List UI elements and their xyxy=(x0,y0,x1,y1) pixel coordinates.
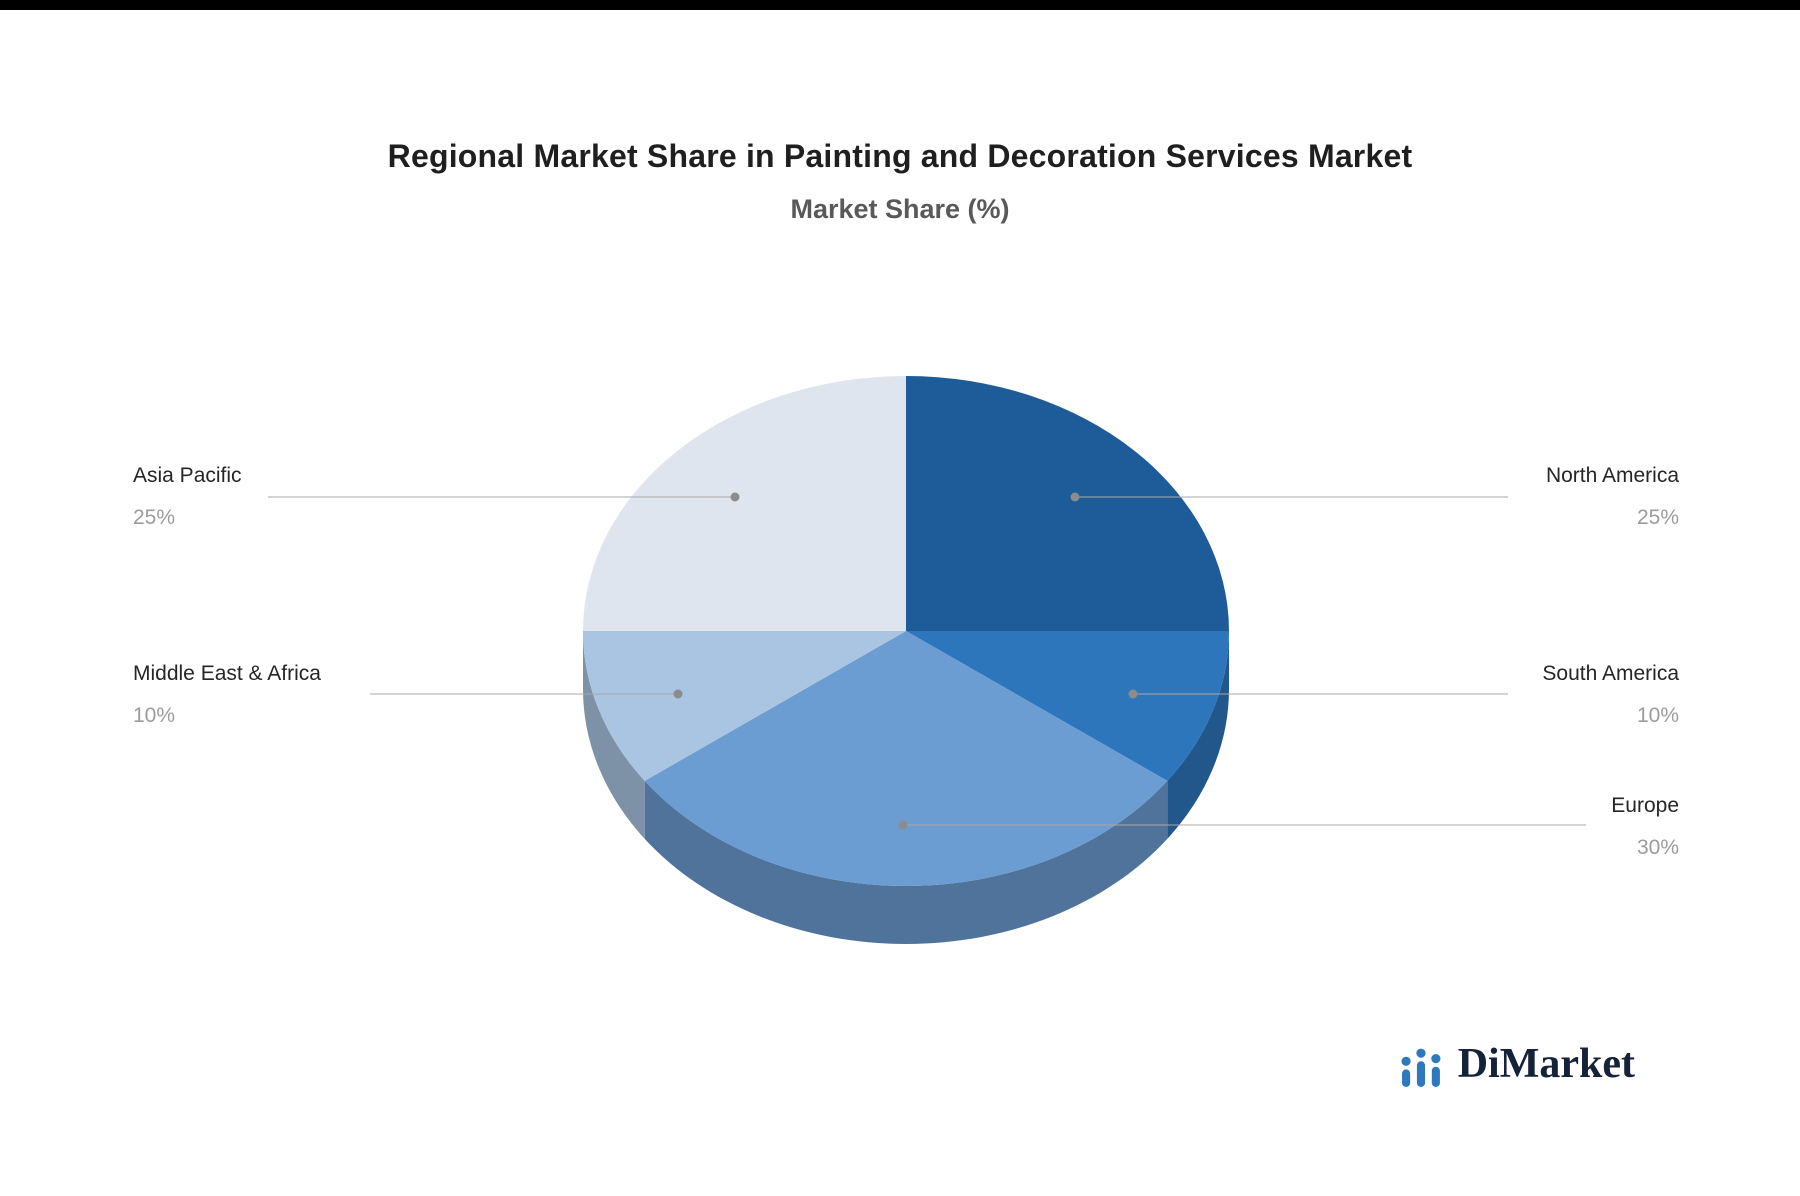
pie-slices xyxy=(583,376,1229,887)
slice-callout-middle-east-africa: Middle East & Africa 10% xyxy=(133,662,321,728)
slice-label: South America xyxy=(1542,662,1679,685)
slice-label: North America xyxy=(1545,464,1679,487)
slice-callout-south-america: South America 10% xyxy=(1542,662,1679,728)
bar-chart-icon xyxy=(1401,1048,1441,1087)
slice-label: Middle East & Africa xyxy=(133,662,321,685)
brand-name: DiMarket xyxy=(1457,1041,1635,1087)
slice-label: Europe xyxy=(1611,794,1679,817)
slice-value: 25% xyxy=(1636,506,1679,529)
brand-logo: DiMarket xyxy=(1400,1040,1635,1088)
chart-subtitle: Market Share (%) xyxy=(790,194,1010,224)
slice-label: Asia Pacific xyxy=(133,464,242,487)
top-bar xyxy=(0,0,1800,10)
slice-value: 25% xyxy=(133,506,176,529)
leader-lines xyxy=(268,492,1586,830)
slice-value: 10% xyxy=(133,704,176,727)
slice-callout-north-america: North America 25% xyxy=(1546,464,1679,530)
pie-sides xyxy=(583,631,1229,944)
slice-callout-asia-pacific: Asia Pacific 25% xyxy=(133,464,242,530)
slice-value: 10% xyxy=(1636,704,1679,727)
slice-value: 30% xyxy=(1636,836,1679,859)
slice-callout-europe: Europe 30% xyxy=(1611,794,1679,860)
chart-title: Regional Market Share in Painting and De… xyxy=(387,138,1413,174)
